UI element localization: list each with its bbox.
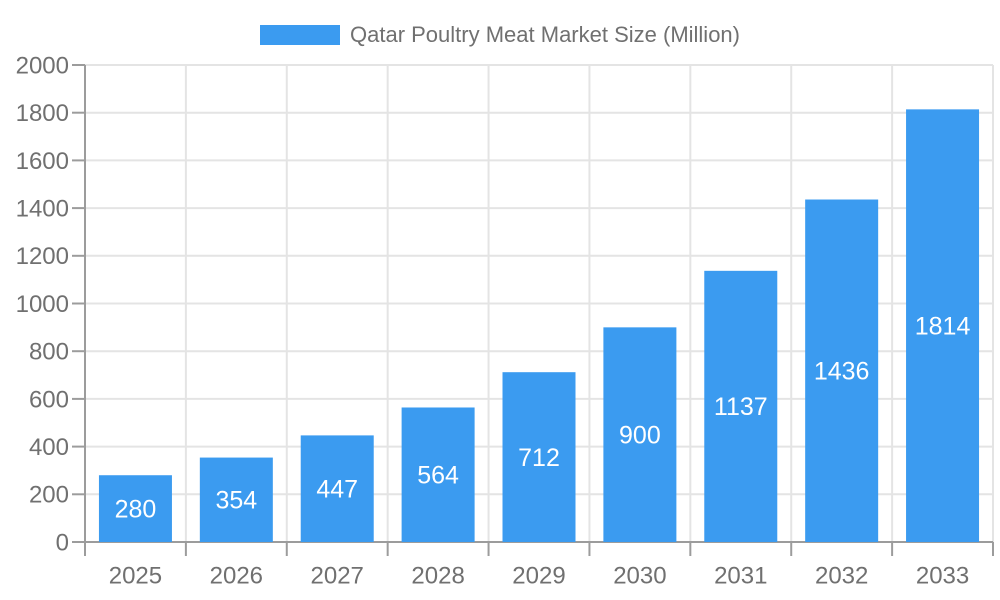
x-axis-tick-label: 2029 (512, 562, 565, 589)
bar-value-label: 447 (316, 475, 358, 503)
y-axis-tick-label: 400 (29, 434, 69, 461)
x-axis-tick-label: 2030 (613, 562, 666, 589)
bar-2026 (199, 457, 273, 542)
y-axis-tick-label: 1200 (16, 243, 69, 270)
chart-legend[interactable]: Qatar Poultry Meat Market Size (Million) (0, 22, 1000, 48)
bar-2030 (603, 327, 677, 542)
bar-value-label: 354 (215, 487, 257, 515)
x-axis-tick-label: 2028 (411, 562, 464, 589)
bar-2028 (401, 407, 475, 542)
bar-2029 (502, 372, 576, 542)
bar-value-label: 712 (518, 444, 560, 472)
bar-value-label: 1436 (814, 358, 870, 386)
x-axis-tick-label: 2026 (210, 562, 263, 589)
legend-swatch (260, 25, 340, 45)
y-axis-tick-label: 600 (29, 386, 69, 413)
bar-2031 (704, 270, 778, 542)
bar-2027 (300, 435, 374, 542)
y-axis-tick-label: 1400 (16, 196, 69, 223)
bar-value-label: 1814 (915, 312, 971, 340)
y-axis-tick-label: 1600 (16, 148, 69, 175)
x-axis-tick-label: 2025 (109, 562, 162, 589)
bar-value-label: 564 (417, 461, 459, 489)
bar-value-label: 280 (115, 495, 157, 523)
bar-2025 (98, 475, 172, 542)
bar-2033 (906, 109, 980, 543)
x-axis-tick-label: 2033 (916, 562, 969, 589)
bar-value-label: 1137 (714, 393, 768, 421)
legend-label: Qatar Poultry Meat Market Size (Million) (350, 22, 740, 47)
y-axis-tick-label: 200 (29, 482, 69, 509)
x-axis-tick-label: 2032 (815, 562, 868, 589)
y-axis-tick-label: 1800 (16, 100, 69, 127)
y-axis-tick-label: 800 (29, 339, 69, 366)
x-axis-tick-label: 2031 (714, 562, 767, 589)
bar-value-label: 900 (619, 421, 661, 449)
bar-2032 (805, 199, 879, 542)
y-axis-tick-label: 2000 (16, 52, 69, 79)
y-axis-tick-label: 1000 (16, 291, 69, 318)
y-axis-tick-label: 0 (56, 529, 69, 556)
x-axis-tick-label: 2027 (311, 562, 364, 589)
